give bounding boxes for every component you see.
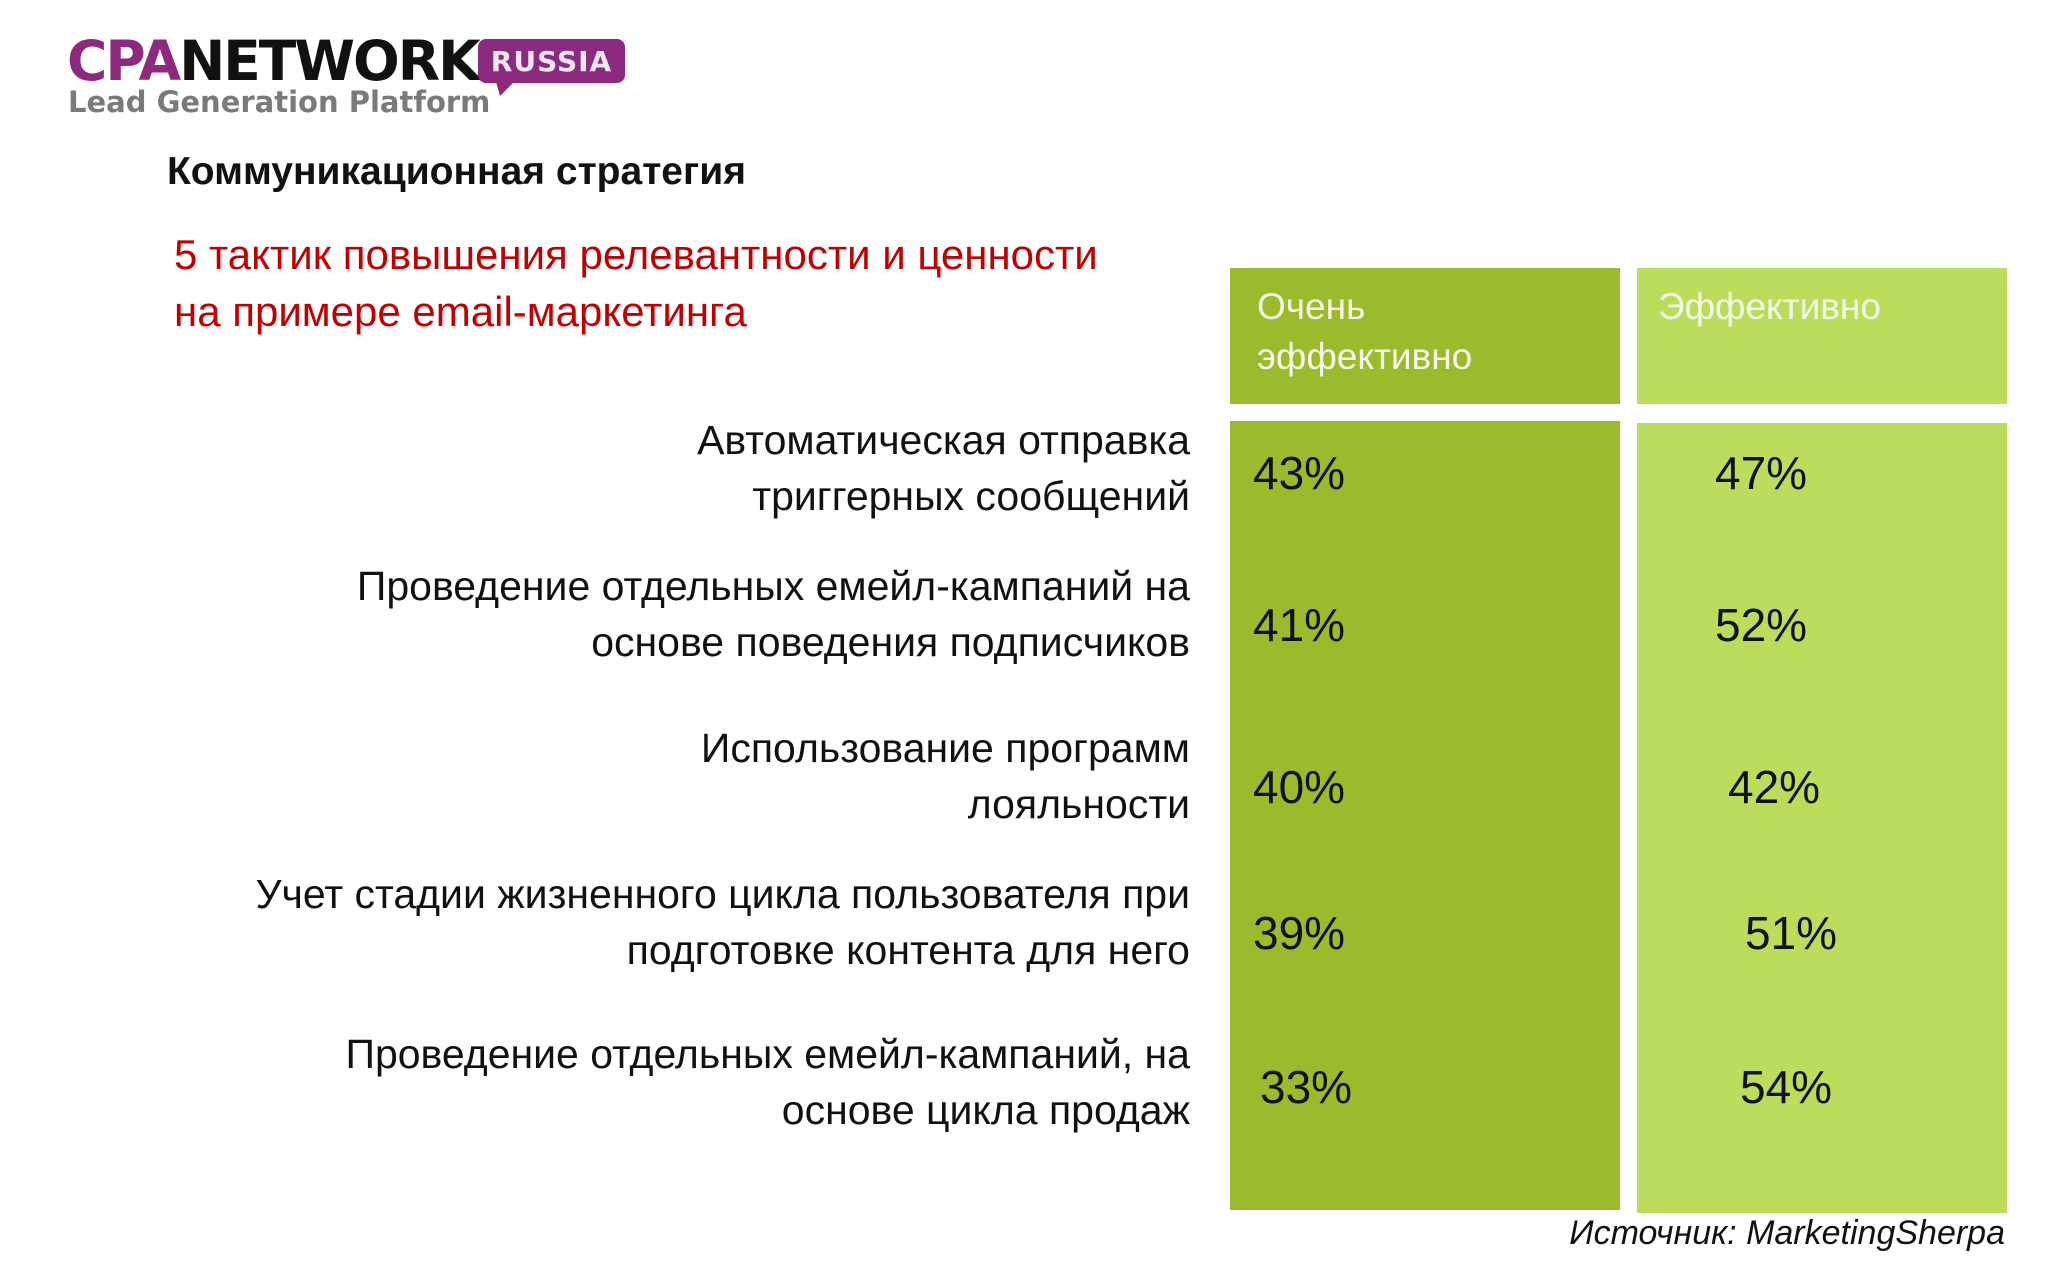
row-label: Проведение отдельных емейл-кампаний на о… [357,558,1190,670]
column-body-effective [1637,423,2007,1213]
row-label-line-2: основе цикла продаж [781,1087,1190,1133]
row-label: Автоматическая отправка триггерных сообщ… [697,412,1190,524]
value-very-effective: 33% [1260,1061,1353,1113]
logo-tagline: Lead Generation Platform [68,85,491,119]
value-effective: 52% [1715,599,1808,651]
subtitle: 5 тактик повышения релевантности и ценно… [174,226,1098,340]
logo-cpa-text: CPA [67,29,181,93]
value-very-effective: 43% [1253,447,1346,499]
column-header-line-2: эффективно [1257,336,1473,377]
logo-badge-russia: RUSSIA [478,39,625,83]
row-label-line-1: Автоматическая отправка [697,417,1190,463]
speech-bubble-tail-icon [496,82,514,96]
logo-brand: CPANETWORK [67,29,481,93]
value-very-effective: 39% [1253,907,1346,959]
row-label: Проведение отдельных емейл-кампаний, на … [345,1026,1190,1138]
source-citation: Источник: MarketingSherpa [1569,1214,2005,1252]
value-effective: 42% [1728,761,1821,813]
column-header-line-1: Эффективно [1658,286,1881,327]
row-label: Учет стадии жизненного цикла пользовател… [256,866,1191,978]
value-very-effective: 40% [1253,761,1346,813]
row-label-line-1: Учет стадии жизненного цикла пользовател… [255,871,1191,917]
logo-network-text: NETWORK [179,29,481,93]
column-header-effective: Эффективно [1637,268,2007,404]
column-body-very-effective [1230,421,1620,1210]
row-label-line-1: Проведение отдельных емейл-кампаний, на [345,1031,1190,1077]
subtitle-line-1: 5 тактик повышения релевантности и ценно… [174,231,1098,278]
column-header-line-1: Очень [1257,286,1366,327]
row-label-line-1: Использование программ [700,725,1190,771]
subtitle-line-2: на примере email-маркетинга [174,288,747,335]
column-header-very-effective: Очень эффективно [1230,268,1620,404]
value-effective: 54% [1740,1061,1833,1113]
value-very-effective: 41% [1253,599,1346,651]
row-label-line-2: подготовке контента для него [626,927,1190,973]
value-effective: 51% [1745,907,1838,959]
value-effective: 47% [1715,447,1808,499]
row-label-line-1: Проведение отдельных емейл-кампаний на [356,563,1190,609]
row-label-line-2: лояльности [967,781,1190,827]
row-label: Использование программ лояльности [701,720,1190,832]
row-label-line-2: триггерных сообщений [752,473,1190,519]
page-title: Коммуникационная стратегия [167,150,746,193]
row-label-line-2: основе поведения подписчиков [591,619,1190,665]
